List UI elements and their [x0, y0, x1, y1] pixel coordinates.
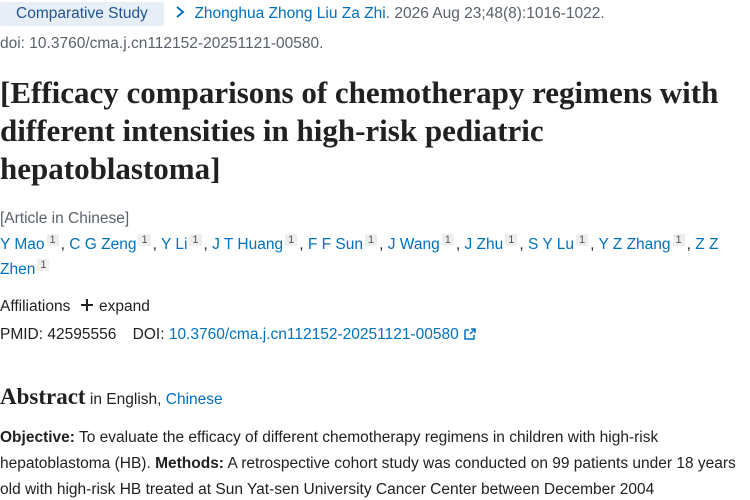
- author: F F Sun 1,: [307, 234, 384, 253]
- author-separator: ,: [299, 236, 304, 253]
- affiliation-number[interactable]: 1: [189, 234, 202, 246]
- author-separator: ,: [379, 236, 384, 253]
- author-name[interactable]: Y Z Zhang: [598, 236, 671, 253]
- author: S Y Lu 1,: [527, 234, 595, 253]
- abstract-english: English,: [106, 391, 162, 408]
- section-label: Methods:: [155, 455, 224, 472]
- author-name[interactable]: J Zhu: [464, 236, 504, 253]
- header-line: Comparative Study Zhonghua Zhong Liu Za …: [0, 2, 605, 26]
- author-separator: ,: [590, 236, 595, 253]
- article-title: [Efficacy comparisons of chemotherapy re…: [0, 75, 719, 186]
- pmid: 42595556: [47, 326, 117, 343]
- pmid-label: PMID:: [0, 326, 44, 343]
- author-name[interactable]: C G Zeng: [69, 236, 137, 253]
- abstract-in: in: [89, 391, 102, 408]
- abstract-heading-row: Abstract in English, Chinese: [0, 384, 223, 410]
- section-label: Objective:: [0, 429, 75, 446]
- citation: . 2026 Aug 23;48(8):1016-1022.: [385, 5, 605, 22]
- publication-type-badge[interactable]: Comparative Study: [0, 2, 164, 26]
- author-separator: ,: [60, 236, 65, 253]
- author-separator: ,: [203, 236, 208, 253]
- author: J Zhu 1,: [464, 234, 524, 253]
- author-name[interactable]: J Wang: [387, 236, 440, 253]
- doi-link[interactable]: 10.3760/cma.j.cn112152-20251121-00580: [168, 326, 459, 343]
- author: Z Z Zhen 1: [0, 236, 719, 278]
- author: Y Li 1,: [160, 234, 208, 253]
- author-separator: ,: [519, 236, 524, 253]
- affiliation-number[interactable]: 1: [46, 234, 59, 246]
- author: J T Huang 1,: [212, 234, 304, 253]
- affiliation-number[interactable]: 1: [575, 234, 589, 246]
- author-name[interactable]: Z Z Zhen: [0, 236, 719, 278]
- section-text: A retrospective cohort study was conduct…: [0, 455, 736, 498]
- ids-row: PMID: 42595556 DOI: 10.3760/cma.j.cn1121…: [0, 326, 477, 344]
- affiliation-number[interactable]: 1: [37, 259, 50, 271]
- abstract-heading: Abstract: [0, 384, 86, 409]
- author: Y Z Zhang 1,: [598, 234, 691, 253]
- language-note: [Article in Chinese]: [0, 210, 130, 227]
- expand-button[interactable]: expand: [99, 298, 150, 315]
- doi-line: doi: 10.3760/cma.j.cn112152-20251121-005…: [0, 35, 324, 52]
- author-name[interactable]: S Y Lu: [527, 236, 574, 253]
- affiliations-row: Affiliations expand: [0, 298, 150, 316]
- author: C G Zeng 1,: [69, 234, 157, 253]
- journal-link[interactable]: Zhonghua Zhong Liu Za Zhi: [194, 5, 386, 22]
- affiliation-number[interactable]: 1: [364, 234, 378, 246]
- abstract-text: Objective: To evaluate the efficacy of d…: [0, 425, 746, 500]
- author-name[interactable]: J T Huang: [212, 236, 284, 253]
- affiliations-label: Affiliations: [0, 298, 71, 315]
- plus-icon[interactable]: [79, 298, 95, 312]
- chevron-icon: [176, 6, 185, 18]
- affiliation-number[interactable]: 1: [441, 234, 454, 246]
- external-link-icon[interactable]: [463, 327, 477, 341]
- affiliation-number[interactable]: 1: [138, 234, 151, 246]
- affiliation-number[interactable]: 1: [285, 234, 298, 246]
- author-name[interactable]: Y Mao: [0, 236, 45, 253]
- author-separator: ,: [455, 236, 461, 253]
- author: J Wang 1,: [387, 234, 461, 253]
- affiliation-number[interactable]: 1: [505, 234, 518, 246]
- affiliation-number[interactable]: 1: [672, 234, 685, 246]
- doi-label: DOI:: [132, 326, 165, 343]
- author-separator: ,: [686, 236, 691, 253]
- author-name[interactable]: Y Li: [160, 236, 188, 253]
- abstract-chinese-link[interactable]: Chinese: [165, 391, 223, 408]
- author: Y Mao 1,: [0, 234, 65, 253]
- author-name[interactable]: F F Sun: [307, 236, 363, 253]
- author-separator: ,: [152, 236, 157, 253]
- section-text: To evaluate the efficacy of different ch…: [0, 429, 659, 472]
- author-list: Y Mao 1, C G Zeng 1, Y Li 1, J T Huang 1, F …: [0, 232, 740, 282]
